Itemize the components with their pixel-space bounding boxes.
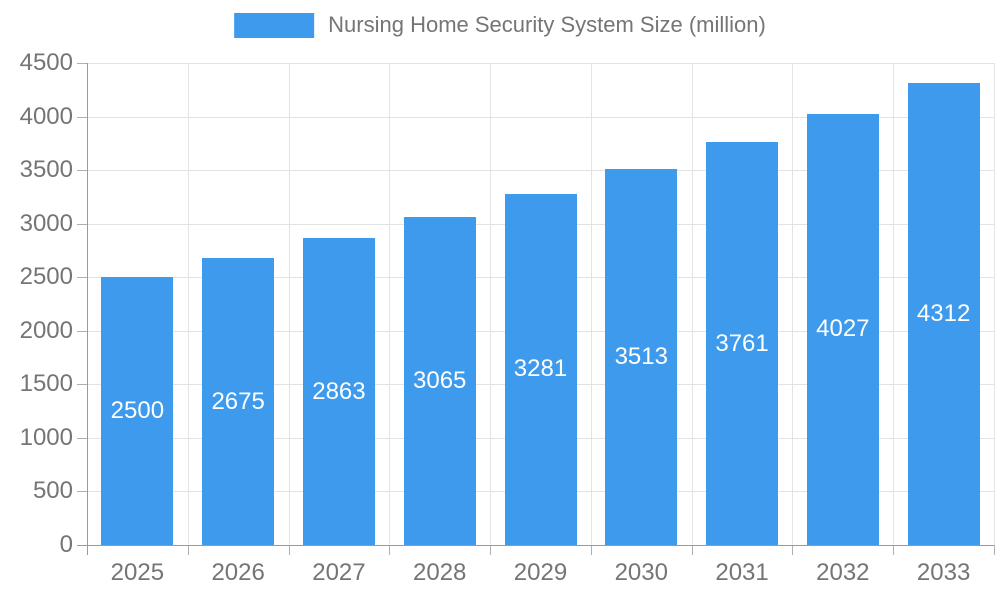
y-axis-tick [77, 384, 87, 386]
x-gridline [590, 63, 592, 545]
bar-2028[interactable]: 3065 [403, 216, 476, 545]
y-tick-label: 1000 [19, 423, 73, 451]
x-gridline [187, 63, 189, 545]
y-tick-label: 2500 [19, 263, 73, 291]
y-axis-tick [77, 63, 87, 64]
y-tick-label: 3000 [19, 209, 73, 237]
y-axis-tick [77, 277, 87, 279]
y-tick-label: 4000 [19, 102, 73, 130]
bar-value-label: 2863 [312, 377, 366, 405]
legend[interactable]: Nursing Home Security System Size (milli… [234, 12, 766, 38]
bar-value-label: 2500 [110, 397, 165, 425]
y-axis-tick [77, 116, 87, 118]
bar-value-label: 3065 [413, 366, 467, 394]
x-tick-label-2032: 2032 [816, 559, 870, 586]
x-tick-label-2033: 2033 [916, 559, 971, 586]
legend-label: Nursing Home Security System Size (milli… [328, 12, 766, 37]
x-gridline [994, 63, 995, 545]
x-axis-tick [187, 545, 189, 555]
x-axis-tick [994, 545, 995, 555]
y-axis-tick [77, 491, 87, 493]
y-axis-tick [77, 330, 87, 332]
x-gridline [490, 63, 492, 545]
x-gridline [389, 63, 391, 545]
bar-2030[interactable]: 3513 [605, 168, 678, 545]
x-axis-tick [792, 545, 794, 555]
bar-2032[interactable]: 4027 [806, 113, 879, 545]
bar-value-label: 3513 [614, 342, 668, 370]
x-tick-label-2031: 2031 [715, 559, 769, 586]
x-tick-label-2025: 2025 [110, 559, 165, 586]
x-tick-label-2030: 2030 [614, 559, 668, 586]
bar-value-label: 4312 [916, 300, 971, 328]
y-axis-tick [77, 223, 87, 225]
x-tick-label-2026: 2026 [211, 559, 265, 586]
x-axis-tick [490, 545, 492, 555]
y-gridline [87, 63, 994, 64]
bar-2025[interactable]: 2500 [101, 277, 174, 545]
bar-value-label: 3761 [715, 329, 769, 357]
x-tick-label-2028: 2028 [413, 559, 467, 586]
x-tick-label-2027: 2027 [312, 559, 366, 586]
bar-value-label: 3281 [513, 355, 568, 383]
x-axis-tick [288, 545, 290, 555]
x-gridline [792, 63, 794, 545]
x-gridline [288, 63, 290, 545]
bar-2031[interactable]: 3761 [706, 142, 779, 545]
y-gridline [87, 170, 994, 172]
bar-value-label: 4027 [816, 315, 870, 343]
legend-swatch-icon [234, 12, 315, 38]
bar-value-label: 2675 [211, 387, 265, 415]
bar-2027[interactable]: 2863 [302, 238, 375, 545]
bar-2033[interactable]: 4312 [907, 83, 980, 545]
y-tick-label: 3500 [19, 156, 73, 184]
y-tick-label: 2000 [19, 316, 73, 344]
x-axis-tick [389, 545, 391, 555]
y-axis-tick [77, 170, 87, 172]
x-tick-label-2029: 2029 [513, 559, 568, 586]
y-axis-tick [77, 437, 87, 439]
bar-2026[interactable]: 2675 [202, 258, 275, 545]
bar-2029[interactable]: 3281 [504, 193, 577, 545]
y-axis-line [87, 63, 88, 555]
y-tick-label: 1500 [19, 370, 73, 398]
x-axis-line [77, 545, 994, 546]
y-gridline [87, 116, 994, 118]
y-tick-label: 4500 [19, 49, 73, 76]
x-axis-tick [691, 545, 693, 555]
x-gridline [893, 63, 895, 545]
x-axis-tick [893, 545, 895, 555]
y-tick-label: 0 [59, 531, 73, 558]
y-tick-label: 500 [32, 477, 73, 505]
x-gridline [691, 63, 693, 545]
x-axis-tick [590, 545, 592, 555]
